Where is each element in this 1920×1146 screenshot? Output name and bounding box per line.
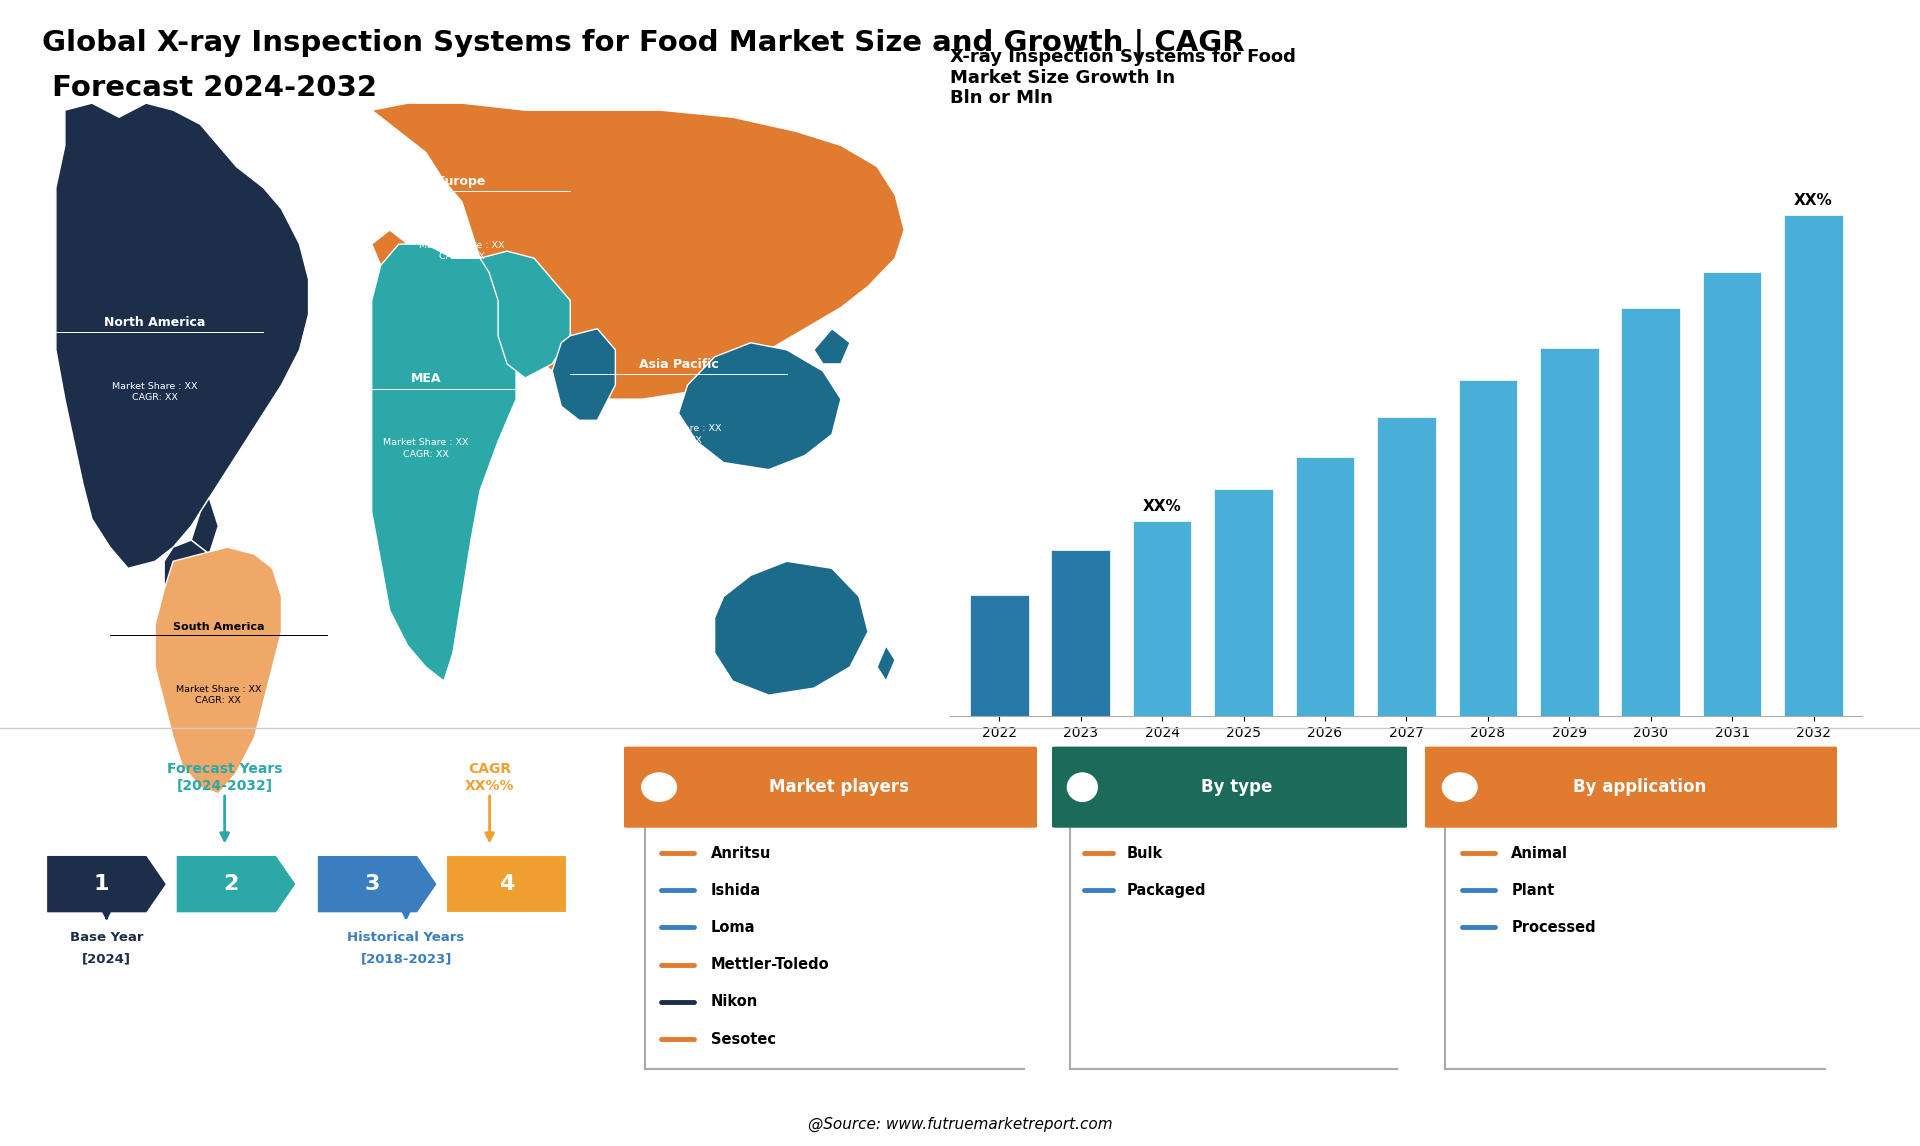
Text: Market players: Market players — [768, 778, 908, 796]
Polygon shape — [553, 329, 614, 421]
Text: CAGR
XX%%: CAGR XX%% — [465, 762, 515, 793]
Text: South America: South America — [173, 622, 265, 631]
Text: 2: 2 — [223, 874, 238, 894]
Text: Market Share : XX
CAGR: XX: Market Share : XX CAGR: XX — [419, 241, 505, 261]
Bar — [1377, 417, 1436, 716]
Polygon shape — [814, 329, 851, 364]
Circle shape — [1442, 772, 1476, 801]
Text: Sesotec: Sesotec — [710, 1031, 776, 1046]
Text: North America: North America — [104, 315, 205, 329]
Text: By application: By application — [1572, 778, 1707, 796]
Polygon shape — [678, 343, 841, 470]
Bar — [1620, 308, 1680, 716]
Bar — [1052, 550, 1110, 716]
Text: Europe: Europe — [438, 174, 486, 188]
Text: @Source: www.futruemarketreport.com: @Source: www.futruemarketreport.com — [808, 1117, 1112, 1132]
FancyBboxPatch shape — [1419, 746, 1843, 827]
Text: 3: 3 — [365, 874, 380, 894]
Polygon shape — [56, 103, 309, 568]
Text: [2018-2023]: [2018-2023] — [361, 953, 451, 966]
Polygon shape — [372, 103, 904, 399]
Text: [2024]: [2024] — [83, 953, 131, 966]
Polygon shape — [163, 540, 209, 625]
Text: Ishida: Ishida — [710, 882, 760, 897]
Bar — [1540, 347, 1599, 716]
FancyBboxPatch shape — [1046, 746, 1413, 827]
Polygon shape — [480, 251, 570, 378]
Text: Asia Pacific: Asia Pacific — [639, 358, 718, 371]
Text: Global X-ray Inspection Systems for Food Market Size and Growth | CAGR: Global X-ray Inspection Systems for Food… — [42, 29, 1244, 57]
Polygon shape — [317, 855, 438, 913]
Bar — [1459, 380, 1517, 716]
Text: MEA: MEA — [411, 372, 442, 385]
Text: Market Share : XX
CAGR: XX: Market Share : XX CAGR: XX — [384, 438, 468, 458]
Polygon shape — [877, 646, 895, 681]
Text: 1: 1 — [94, 874, 109, 894]
Text: XX%: XX% — [1142, 499, 1181, 513]
Text: Historical Years: Historical Years — [348, 931, 465, 943]
Bar — [970, 596, 1029, 716]
Text: Anritsu: Anritsu — [710, 846, 772, 861]
Circle shape — [641, 772, 676, 801]
Text: Loma: Loma — [710, 920, 755, 935]
Circle shape — [1068, 772, 1096, 801]
Text: Processed: Processed — [1511, 920, 1596, 935]
Polygon shape — [192, 497, 219, 555]
Bar — [1296, 456, 1354, 716]
Bar — [1133, 520, 1192, 716]
Text: Market Share : XX
CAGR: XX: Market Share : XX CAGR: XX — [113, 382, 198, 402]
Text: Forecast Years
[2024-2032]: Forecast Years [2024-2032] — [167, 762, 282, 793]
Text: Market Share : XX
CAGR: XX: Market Share : XX CAGR: XX — [636, 424, 722, 445]
Text: Mettler-Toledo: Mettler-Toledo — [710, 957, 829, 972]
Bar — [1703, 272, 1761, 716]
Text: XX%: XX% — [1793, 194, 1834, 209]
Text: Base Year: Base Year — [69, 931, 144, 943]
Polygon shape — [156, 547, 282, 794]
Polygon shape — [372, 244, 516, 681]
Bar — [1784, 215, 1843, 716]
Text: Bulk: Bulk — [1127, 846, 1164, 861]
Text: Forecast 2024-2032: Forecast 2024-2032 — [42, 74, 376, 102]
Bar — [1213, 489, 1273, 716]
Polygon shape — [372, 230, 407, 265]
Text: X-ray Inspection Systems for Food
Market Size Growth In
Bln or Mln: X-ray Inspection Systems for Food Market… — [950, 48, 1296, 108]
Text: Packaged: Packaged — [1127, 882, 1206, 897]
Polygon shape — [177, 855, 298, 913]
Polygon shape — [714, 562, 868, 696]
Text: By type: By type — [1202, 778, 1273, 796]
Polygon shape — [46, 855, 167, 913]
Text: Nikon: Nikon — [710, 995, 758, 1010]
Text: Animal: Animal — [1511, 846, 1569, 861]
Text: Plant: Plant — [1511, 882, 1555, 897]
FancyBboxPatch shape — [618, 746, 1043, 827]
Text: Market Share : XX
CAGR: XX: Market Share : XX CAGR: XX — [175, 684, 261, 706]
Text: 4: 4 — [499, 874, 515, 894]
Polygon shape — [445, 855, 566, 913]
